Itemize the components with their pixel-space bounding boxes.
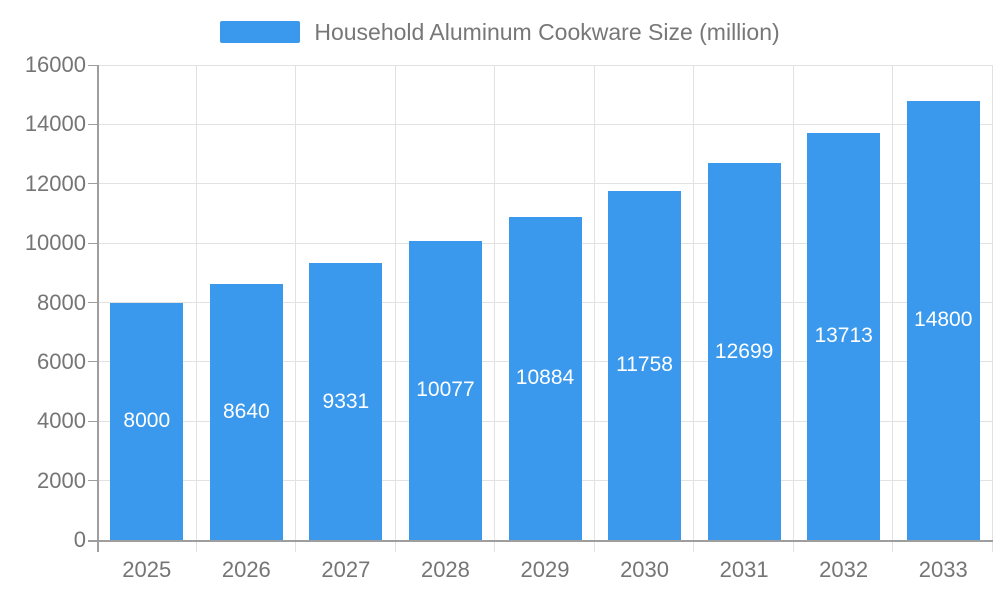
bar[interactable]: 8000 <box>110 302 184 540</box>
x-tick <box>494 542 495 552</box>
bar-value-label: 14800 <box>914 308 973 332</box>
y-tick <box>88 480 97 482</box>
x-tick <box>693 542 694 552</box>
bar-value-label: 13713 <box>814 324 873 348</box>
y-tick <box>88 361 97 363</box>
bar-value-label: 12699 <box>714 339 774 363</box>
gridline-v <box>494 65 495 540</box>
x-axis-label: 2033 <box>918 557 968 582</box>
x-axis-label: 2025 <box>122 557 172 582</box>
bar-value-label: 8640 <box>222 399 270 423</box>
x-axis-line <box>88 540 993 542</box>
plot-area: 8000 8640 9331 10077 10884 11758 12699 13713 148… <box>88 64 993 552</box>
x-axis-label: 2029 <box>520 557 570 582</box>
bar[interactable]: 14800 <box>906 100 980 540</box>
x-tick <box>196 542 197 552</box>
x-axis-labels: 2025 2026 2027 2028 2029 2030 2031 2032 2033 <box>97 557 993 587</box>
bar-value-label: 10077 <box>416 378 475 402</box>
y-axis-label: 10000 <box>24 230 86 256</box>
gridline-h <box>97 64 993 66</box>
y-tick <box>88 123 97 125</box>
gridline-v <box>992 65 993 540</box>
y-tick <box>88 302 97 303</box>
bar[interactable]: 13713 <box>807 132 881 540</box>
x-axis-label: 2028 <box>420 557 470 582</box>
y-axis-line <box>97 65 99 552</box>
gridline-h <box>97 123 993 125</box>
y-axis-label: 8000 <box>37 289 86 315</box>
gridline-v <box>892 65 893 540</box>
y-axis-label: 6000 <box>37 348 86 374</box>
x-tick <box>793 542 794 552</box>
bar[interactable]: 12699 <box>707 163 781 540</box>
gridline-v <box>594 65 595 540</box>
y-tick <box>88 420 97 422</box>
x-axis-label: 2031 <box>719 557 769 582</box>
bar-value-label: 11758 <box>616 353 673 377</box>
y-axis-label: 12000 <box>24 170 86 196</box>
x-tick <box>395 542 396 552</box>
bar[interactable]: 11758 <box>608 190 682 540</box>
gridline-v <box>395 65 396 540</box>
bar-value-label: 9331 <box>322 389 370 413</box>
bar[interactable]: 8640 <box>209 283 283 540</box>
x-axis-label: 2030 <box>620 557 670 582</box>
x-axis-label: 2027 <box>321 557 371 582</box>
y-axis-label: 4000 <box>37 408 86 434</box>
gridline-v <box>793 65 794 540</box>
legend[interactable]: Household Aluminum Cookware Size (millio… <box>0 18 1000 46</box>
bar-value-label: 8000 <box>123 409 171 433</box>
x-tick <box>992 542 993 552</box>
gridline-v <box>693 65 694 540</box>
y-axis-labels: 0 2000 4000 6000 8000 10000 12000 14000 16000 <box>0 52 86 552</box>
x-axis-label: 2026 <box>221 557 271 582</box>
x-tick <box>295 542 296 552</box>
bar[interactable]: 9331 <box>309 263 383 540</box>
gridline-v <box>196 65 197 540</box>
bar[interactable]: 10077 <box>408 240 482 540</box>
legend-swatch-icon[interactable] <box>220 21 301 43</box>
x-axis-label: 2032 <box>819 557 869 582</box>
x-tick <box>892 542 893 552</box>
bar-value-label: 10884 <box>515 366 575 390</box>
x-tick <box>594 542 595 552</box>
y-axis-label: 14000 <box>24 111 86 137</box>
legend-label: Household Aluminum Cookware Size (millio… <box>314 18 780 45</box>
y-tick <box>88 242 97 244</box>
y-axis-label: 16000 <box>24 52 86 77</box>
y-axis-label: 2000 <box>37 467 86 493</box>
gridline-v <box>295 65 296 540</box>
y-axis-label: 0 <box>73 527 86 552</box>
y-tick <box>88 64 97 66</box>
y-tick <box>88 183 97 185</box>
bar[interactable]: 10884 <box>508 216 582 540</box>
gridline-h <box>97 183 993 185</box>
